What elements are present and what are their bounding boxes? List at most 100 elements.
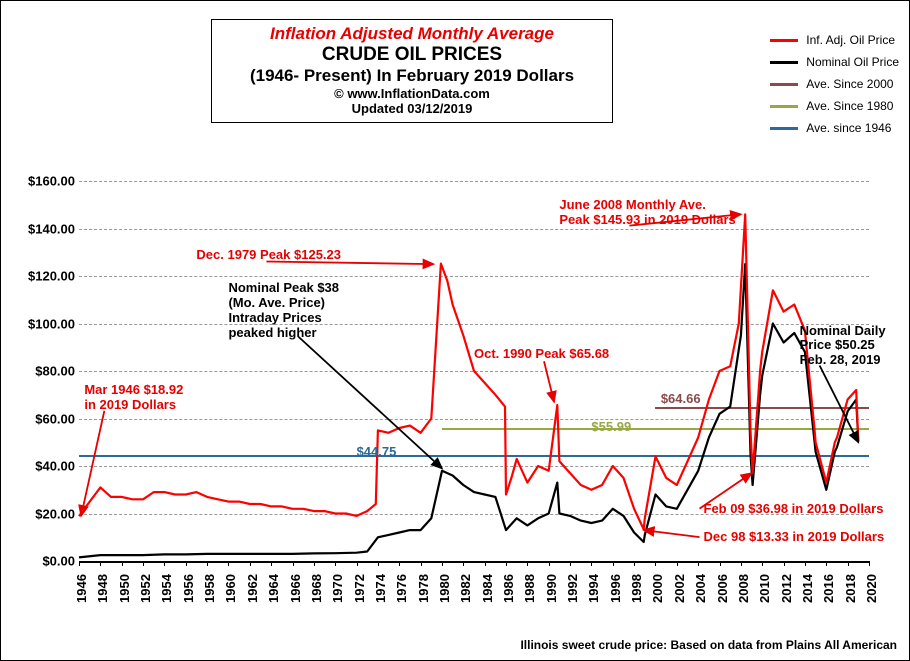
- x-tick: [143, 561, 144, 566]
- x-axis-label: 1998: [629, 574, 644, 603]
- x-tick: [164, 561, 165, 566]
- annotation-avg-2000-label: $64.66: [661, 392, 701, 407]
- x-tick: [442, 561, 443, 566]
- x-axis-label: 2008: [736, 574, 751, 603]
- x-axis-label: 2006: [715, 574, 730, 603]
- x-axis-label: 2018: [843, 574, 858, 603]
- annotation-nominal-daily: Nominal DailyPrice $50.25Feb. 28, 2019: [800, 324, 886, 369]
- x-tick: [485, 561, 486, 566]
- x-axis-label: 1976: [394, 574, 409, 603]
- y-axis-label: $40.00: [19, 459, 75, 474]
- x-tick: [784, 561, 785, 566]
- footer-source: Illinois sweet crude price: Based on dat…: [520, 638, 897, 652]
- chart-area: $0.00$20.00$40.00$60.00$80.00$100.00$120…: [19, 181, 881, 581]
- x-axis-label: 1972: [352, 574, 367, 603]
- x-tick: [122, 561, 123, 566]
- x-axis-label: 1962: [245, 574, 260, 603]
- legend-label: Nominal Oil Price: [806, 51, 899, 73]
- x-tick: [506, 561, 507, 566]
- y-axis-label: $60.00: [19, 411, 75, 426]
- x-axis-label: 1958: [202, 574, 217, 603]
- x-tick: [293, 561, 294, 566]
- x-axis-label: 2010: [757, 574, 772, 603]
- x-axis-label: 1980: [437, 574, 452, 603]
- x-tick: [228, 561, 229, 566]
- x-axis-label: 1954: [159, 574, 174, 603]
- x-tick: [848, 561, 849, 566]
- x-axis-label: 1994: [586, 574, 601, 603]
- x-axis-label: 1950: [117, 574, 132, 603]
- x-axis-label: 1992: [565, 574, 580, 603]
- x-axis-label: 1986: [501, 574, 516, 603]
- legend-label: Inf. Adj. Oil Price: [806, 29, 895, 51]
- x-axis-label: 2020: [864, 574, 879, 603]
- legend-item-1: Nominal Oil Price: [770, 51, 899, 73]
- x-tick: [634, 561, 635, 566]
- x-axis-label: 2004: [693, 574, 708, 603]
- annotation-mar-1946: Mar 1946 $18.92in 2019 Dollars: [84, 383, 183, 413]
- x-tick: [357, 561, 358, 566]
- x-tick: [741, 561, 742, 566]
- x-axis-label: 1990: [544, 574, 559, 603]
- x-axis-label: 1952: [138, 574, 153, 603]
- title-copyright: © www.InflationData.com: [212, 86, 612, 101]
- x-tick: [720, 561, 721, 566]
- legend-label: Ave. Since 1980: [806, 95, 893, 117]
- title-updated: Updated 03/12/2019: [212, 101, 612, 116]
- x-axis-label: 2002: [672, 574, 687, 603]
- x-tick: [591, 561, 592, 566]
- x-tick: [207, 561, 208, 566]
- y-axis-label: $100.00: [19, 316, 75, 331]
- x-axis-label: 1960: [223, 574, 238, 603]
- title-line-1: Inflation Adjusted Monthly Average: [212, 24, 612, 44]
- plot-area: Mar 1946 $18.92in 2019 Dollars Dec. 1979 …: [79, 181, 869, 563]
- x-axis-label: 1968: [309, 574, 324, 603]
- x-axis-label: 1978: [416, 574, 431, 603]
- annotation-dec-98: Dec 98 $13.33 in 2019 Dollars: [704, 530, 885, 545]
- x-axis-label: 2012: [779, 574, 794, 603]
- annotation-dec-1979: Dec. 1979 Peak $125.23: [196, 248, 341, 263]
- legend-label: Ave. since 1946: [806, 117, 891, 139]
- x-tick: [399, 561, 400, 566]
- legend-swatch: [770, 61, 798, 64]
- x-tick: [655, 561, 656, 566]
- title-line-3: (1946- Present) In February 2019 Dollars: [212, 66, 612, 86]
- x-tick: [100, 561, 101, 566]
- legend-swatch: [770, 39, 798, 42]
- y-axis-label: $140.00: [19, 221, 75, 236]
- x-tick: [335, 561, 336, 566]
- annotation-avg-1946-label: $44.75: [357, 445, 397, 460]
- x-axis-label: 1964: [266, 574, 281, 603]
- y-axis-label: $20.00: [19, 506, 75, 521]
- annotation-avg-1980-label: $55.99: [591, 420, 631, 435]
- x-axis-label: 1946: [74, 574, 89, 603]
- x-tick: [378, 561, 379, 566]
- legend-item-0: Inf. Adj. Oil Price: [770, 29, 899, 51]
- x-tick: [826, 561, 827, 566]
- legend-item-3: Ave. Since 1980: [770, 95, 899, 117]
- legend-swatch: [770, 127, 798, 130]
- title-line-2: CRUDE OIL PRICES: [212, 44, 612, 66]
- annotation-feb-09: Feb 09 $36.98 in 2019 Dollars: [704, 502, 884, 517]
- x-axis-label: 2014: [800, 574, 815, 603]
- legend-item-4: Ave. since 1946: [770, 117, 899, 139]
- x-tick: [570, 561, 571, 566]
- x-tick: [805, 561, 806, 566]
- x-tick: [677, 561, 678, 566]
- x-tick: [271, 561, 272, 566]
- legend-item-2: Ave. Since 2000: [770, 73, 899, 95]
- x-tick: [698, 561, 699, 566]
- y-axis-label: $120.00: [19, 269, 75, 284]
- y-axis-label: $160.00: [19, 174, 75, 189]
- x-axis-label: 1956: [181, 574, 196, 603]
- x-axis-label: 2000: [650, 574, 665, 603]
- x-tick: [79, 561, 80, 566]
- x-tick: [549, 561, 550, 566]
- x-axis-label: 2016: [821, 574, 836, 603]
- x-axis-label: 1988: [522, 574, 537, 603]
- x-tick: [463, 561, 464, 566]
- x-axis-label: 1974: [373, 574, 388, 603]
- title-box: Inflation Adjusted Monthly Average CRUDE…: [211, 19, 613, 123]
- x-axis-label: 1996: [608, 574, 623, 603]
- legend: Inf. Adj. Oil PriceNominal Oil PriceAve.…: [770, 29, 899, 139]
